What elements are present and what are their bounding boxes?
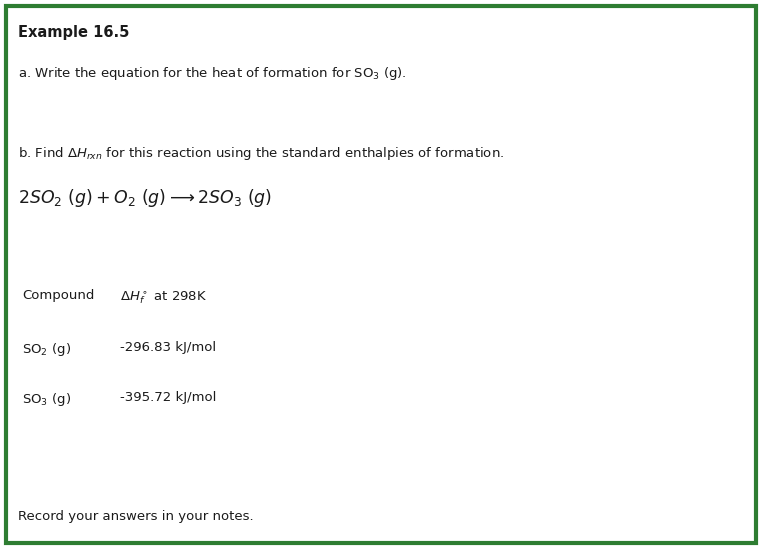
Text: -296.83 kJ/mol: -296.83 kJ/mol (120, 341, 216, 354)
Text: Example 16.5: Example 16.5 (18, 25, 130, 40)
Text: Compound: Compound (22, 289, 94, 302)
Text: $\Delta H_f^\circ$ at 298K: $\Delta H_f^\circ$ at 298K (120, 289, 207, 306)
Text: b. Find $\Delta H_{rxn}$ for this reaction using the standard enthalpies of form: b. Find $\Delta H_{rxn}$ for this reacti… (18, 145, 504, 162)
Text: SO$_2$ (g): SO$_2$ (g) (22, 341, 71, 358)
Text: a. Write the equation for the heat of formation for SO$_3$ (g).: a. Write the equation for the heat of fo… (18, 65, 407, 82)
Text: SO$_3$ (g): SO$_3$ (g) (22, 391, 71, 408)
Text: -395.72 kJ/mol: -395.72 kJ/mol (120, 391, 216, 404)
Text: $2SO_2\ (g) + O_2\ (g) \longrightarrow 2SO_3\ (g)$: $2SO_2\ (g) + O_2\ (g) \longrightarrow 2… (18, 187, 272, 209)
Text: Record your answers in your notes.: Record your answers in your notes. (18, 510, 254, 523)
